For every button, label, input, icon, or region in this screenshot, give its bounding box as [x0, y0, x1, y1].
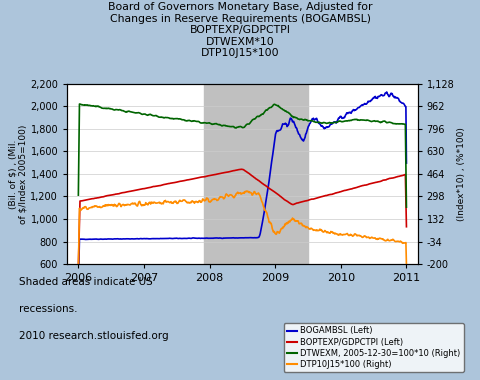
Y-axis label: (Bil. of $) , (Mil.
of $/Index 2005=100): (Bil. of $) , (Mil. of $/Index 2005=100) — [8, 124, 27, 223]
Bar — [204, 84, 308, 264]
Y-axis label: (Index*10) , (%*100): (Index*10) , (%*100) — [457, 127, 466, 221]
Text: Shaded areas indicate US: Shaded areas indicate US — [19, 277, 153, 287]
Legend: BOGAMBSL (Left), BOPTEXP/GDPCTPI (Left), DTWEXM, 2005-12-30=100*10 (Right), DTP1: BOGAMBSL (Left), BOPTEXP/GDPCTPI (Left),… — [284, 323, 464, 372]
Text: 2010 research.stlouisfed.org: 2010 research.stlouisfed.org — [19, 331, 169, 340]
Text: recessions.: recessions. — [19, 304, 78, 314]
Text: Board of Governors Monetary Base, Adjusted for
Changes in Reserve Requirements (: Board of Governors Monetary Base, Adjust… — [108, 2, 372, 58]
